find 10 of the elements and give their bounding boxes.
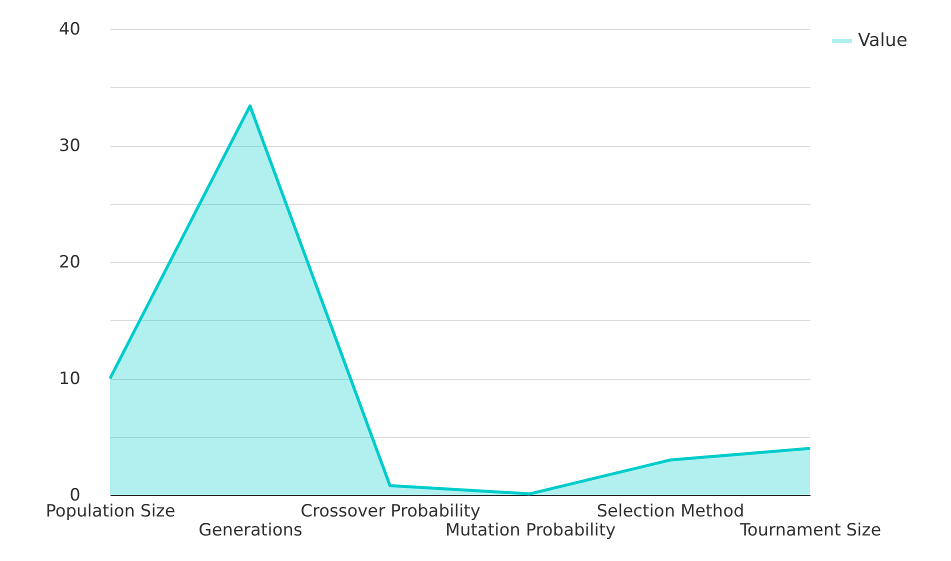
y-tick-label: 20: [58, 252, 80, 272]
y-tick-label: 40: [58, 20, 80, 40]
y-tick-label: 10: [58, 369, 80, 389]
x-tick-label: Tournament Size: [738, 520, 882, 540]
x-tick-label: Mutation Probability: [445, 520, 616, 540]
x-tick-label: Generations: [198, 520, 302, 540]
x-tick-label: Selection Method: [596, 502, 744, 522]
y-tick-label: 30: [58, 136, 80, 156]
x-tick-label: Crossover Probability: [300, 502, 480, 522]
legend-label: Value: [858, 30, 908, 51]
